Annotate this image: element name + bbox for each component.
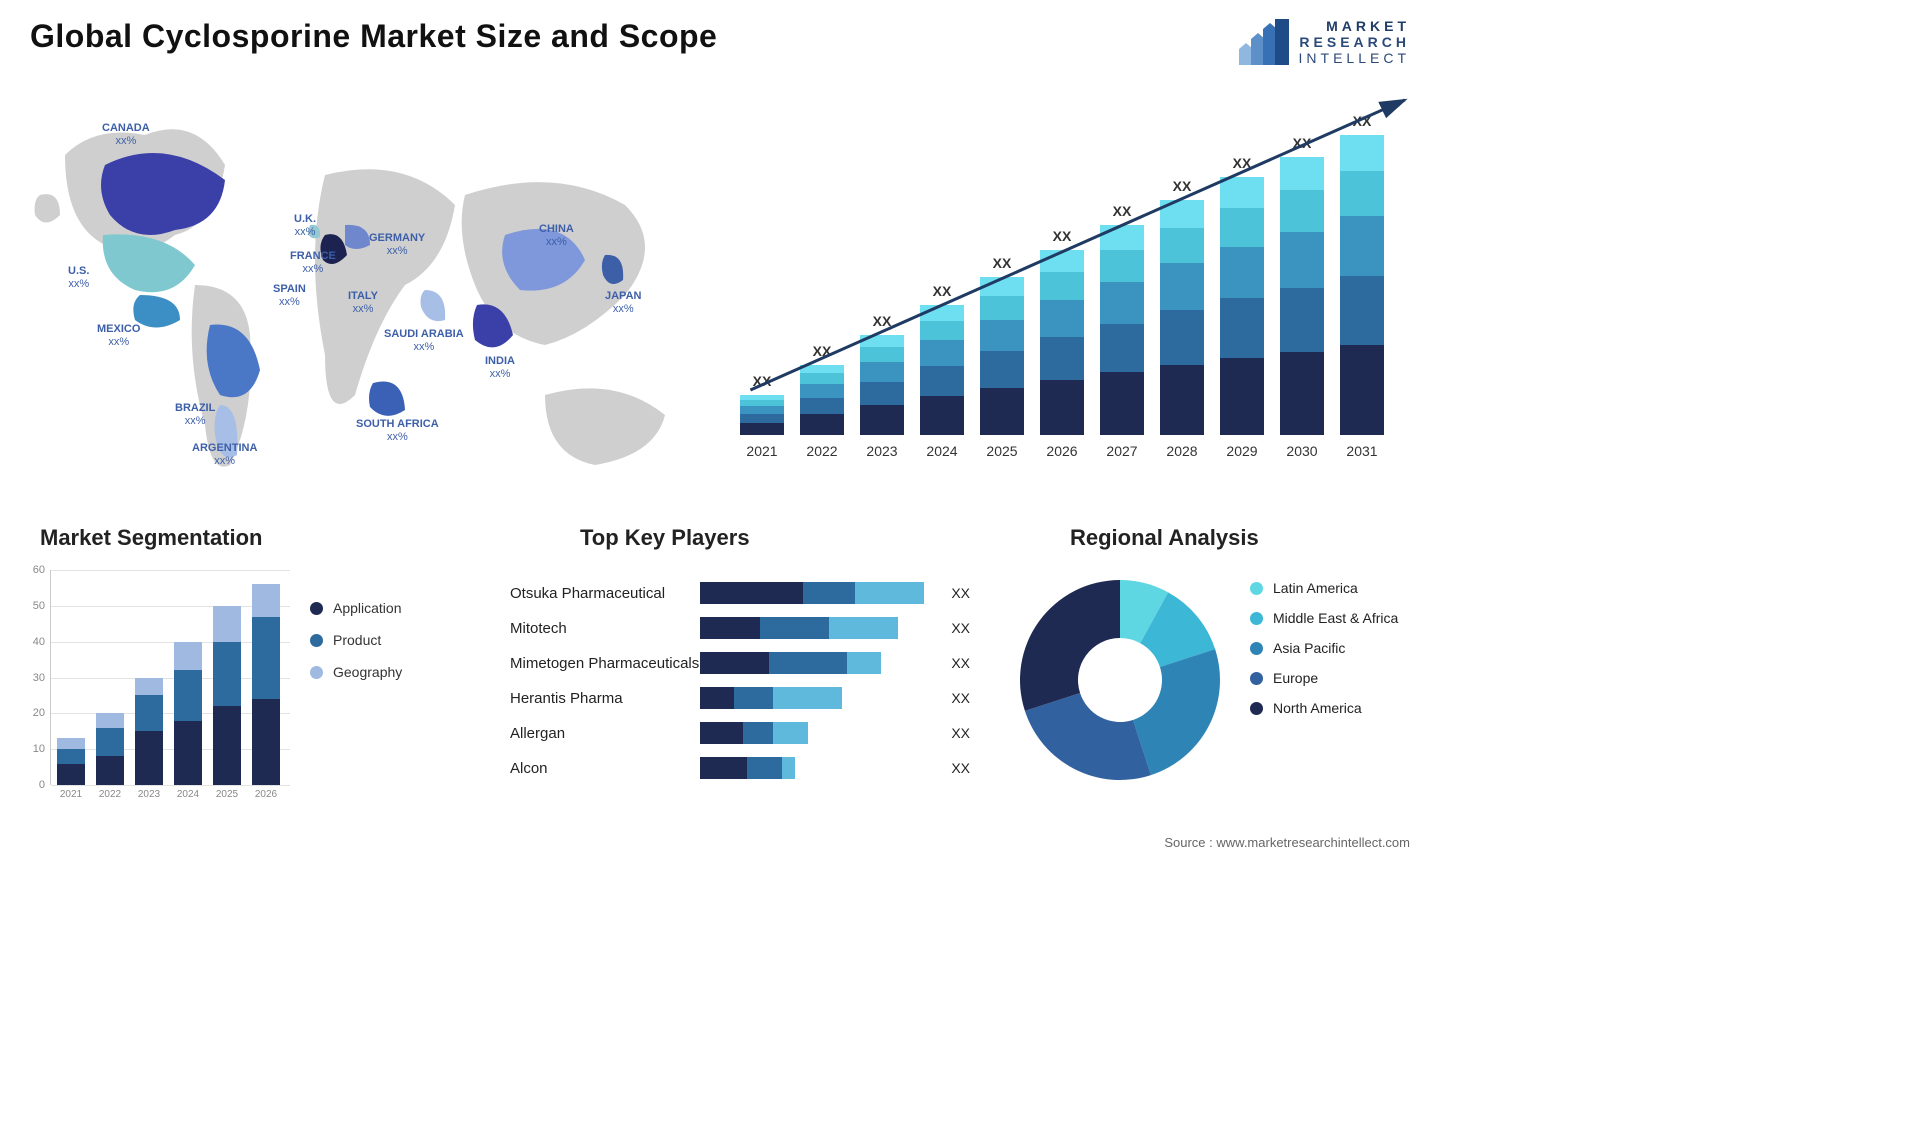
key-players-title: Top Key Players (580, 525, 750, 551)
donut-slice-europe (1025, 693, 1151, 780)
seg-xlabel-2023: 2023 (132, 789, 166, 800)
seg-ytick-40: 40 (33, 636, 51, 648)
kp-value: XX (951, 725, 970, 741)
donut-slice-north-america (1020, 580, 1120, 711)
kp-name: Allergan (510, 725, 700, 742)
map-label-argentina: ARGENTINAxx% (192, 442, 257, 467)
seg-ytick-10: 10 (33, 743, 51, 755)
seg-bar-2026-application (252, 699, 280, 785)
kp-name: Mimetogen Pharmaceuticals (510, 655, 700, 672)
seg-bar-2022-application (96, 756, 124, 785)
map-label-germany: GERMANYxx% (369, 232, 425, 257)
seg-xlabel-2022: 2022 (93, 789, 127, 800)
growth-chart: XX2021XX2022XX2023XX2024XX2025XX2026XX20… (740, 95, 1410, 485)
seg-bar-2026-geography (252, 584, 280, 616)
reg-legend-latin-america: Latin America (1250, 580, 1398, 596)
donut-chart (1010, 570, 1230, 790)
seg-bar-2023-application (135, 731, 163, 785)
seg-bar-2021-product (57, 749, 85, 763)
map-label-saudi-arabia: SAUDI ARABIAxx% (384, 328, 464, 353)
kp-row-otsuka-pharmaceutical: Otsuka Pharmaceutical XX (510, 580, 970, 606)
kp-row-herantis-pharma: Herantis Pharma XX (510, 685, 970, 711)
seg-ytick-50: 50 (33, 600, 51, 612)
map-label-india: INDIAxx% (485, 355, 515, 380)
seg-xlabel-2026: 2026 (249, 789, 283, 800)
reg-legend-europe: Europe (1250, 670, 1398, 686)
seg-bar-2022-product (96, 728, 124, 757)
regional-legend: Latin America Middle East & Africa Asia Pa… (1250, 580, 1398, 730)
logo-line1: MARKET (1299, 18, 1410, 34)
kp-row-mimetogen-pharmaceuticals: Mimetogen Pharmaceuticals XX (510, 650, 970, 676)
seg-legend-geography: Geography (310, 664, 402, 680)
seg-bar-2024-product (174, 670, 202, 720)
map-label-france: FRANCExx% (290, 250, 336, 275)
kp-value: XX (951, 655, 970, 671)
seg-ytick-30: 30 (33, 672, 51, 684)
donut-slice-asia-pacific (1133, 649, 1220, 775)
kp-row-allergan: Allergan XX (510, 720, 970, 746)
seg-bar-2023-geography (135, 678, 163, 696)
page-title: Global Cyclosporine Market Size and Scop… (30, 18, 1410, 55)
segmentation-legend: Application Product Geography (310, 600, 402, 696)
kp-value: XX (951, 760, 970, 776)
seg-bar-2025-geography (213, 606, 241, 642)
map-label-u-k-: U.K.xx% (294, 213, 316, 238)
logo-bars-icon (1239, 19, 1289, 65)
map-label-brazil: BRAZILxx% (175, 402, 215, 427)
seg-legend-application: Application (310, 600, 402, 616)
reg-legend-middle-east-africa: Middle East & Africa (1250, 610, 1398, 626)
seg-bar-2024-application (174, 721, 202, 786)
seg-bar-2021-geography (57, 738, 85, 749)
regional-chart: Latin America Middle East & Africa Asia Pa… (1010, 560, 1420, 830)
kp-name: Herantis Pharma (510, 690, 700, 707)
world-map: CANADAxx% U.S.xx% MEXICOxx% BRAZILxx% ARGENT… (25, 95, 725, 495)
seg-xlabel-2021: 2021 (54, 789, 88, 800)
seg-bar-2026-product (252, 617, 280, 699)
seg-ytick-60: 60 (33, 564, 51, 576)
logo-line3: INTELLECT (1299, 50, 1410, 66)
seg-bar-2021-application (57, 764, 85, 786)
seg-ytick-20: 20 (33, 707, 51, 719)
seg-legend-product: Product (310, 632, 402, 648)
kp-value: XX (951, 585, 970, 601)
kp-name: Alcon (510, 760, 700, 777)
seg-bar-2022-geography (96, 713, 124, 727)
seg-bar-2024-geography (174, 642, 202, 671)
brand-logo: MARKET RESEARCH INTELLECT (1239, 18, 1410, 66)
kp-name: Mitotech (510, 620, 700, 637)
map-label-china: CHINAxx% (539, 223, 574, 248)
key-players-chart: Otsuka PharmaceuticalXXMitotechXXMimetog… (490, 560, 990, 830)
source-text: Source : www.marketresearchintellect.com (1164, 835, 1410, 850)
seg-xlabel-2025: 2025 (210, 789, 244, 800)
seg-xlabel-2024: 2024 (171, 789, 205, 800)
seg-ytick-0: 0 (39, 779, 51, 791)
kp-value: XX (951, 690, 970, 706)
reg-legend-north-america: North America (1250, 700, 1398, 716)
map-label-south-africa: SOUTH AFRICAxx% (356, 418, 439, 443)
kp-value: XX (951, 620, 970, 636)
seg-bar-2023-product (135, 695, 163, 731)
logo-line2: RESEARCH (1299, 34, 1410, 50)
map-label-canada: CANADAxx% (102, 122, 150, 147)
reg-legend-asia-pacific: Asia Pacific (1250, 640, 1398, 656)
kp-row-alcon: Alcon XX (510, 755, 970, 781)
seg-bar-2025-application (213, 706, 241, 785)
map-label-italy: ITALYxx% (348, 290, 378, 315)
map-label-mexico: MEXICOxx% (97, 323, 140, 348)
map-label-spain: SPAINxx% (273, 283, 306, 308)
map-label-u-s-: U.S.xx% (68, 265, 89, 290)
segmentation-chart: 0 10 20 30 40 50 60 2021 2022 2023 2024 2025 2026 Ap… (20, 560, 440, 830)
segmentation-title: Market Segmentation (40, 525, 263, 551)
map-label-japan: JAPANxx% (605, 290, 641, 315)
regional-title: Regional Analysis (1070, 525, 1259, 551)
kp-row-mitotech: Mitotech XX (510, 615, 970, 641)
seg-bar-2025-product (213, 642, 241, 707)
kp-name: Otsuka Pharmaceutical (510, 585, 700, 602)
